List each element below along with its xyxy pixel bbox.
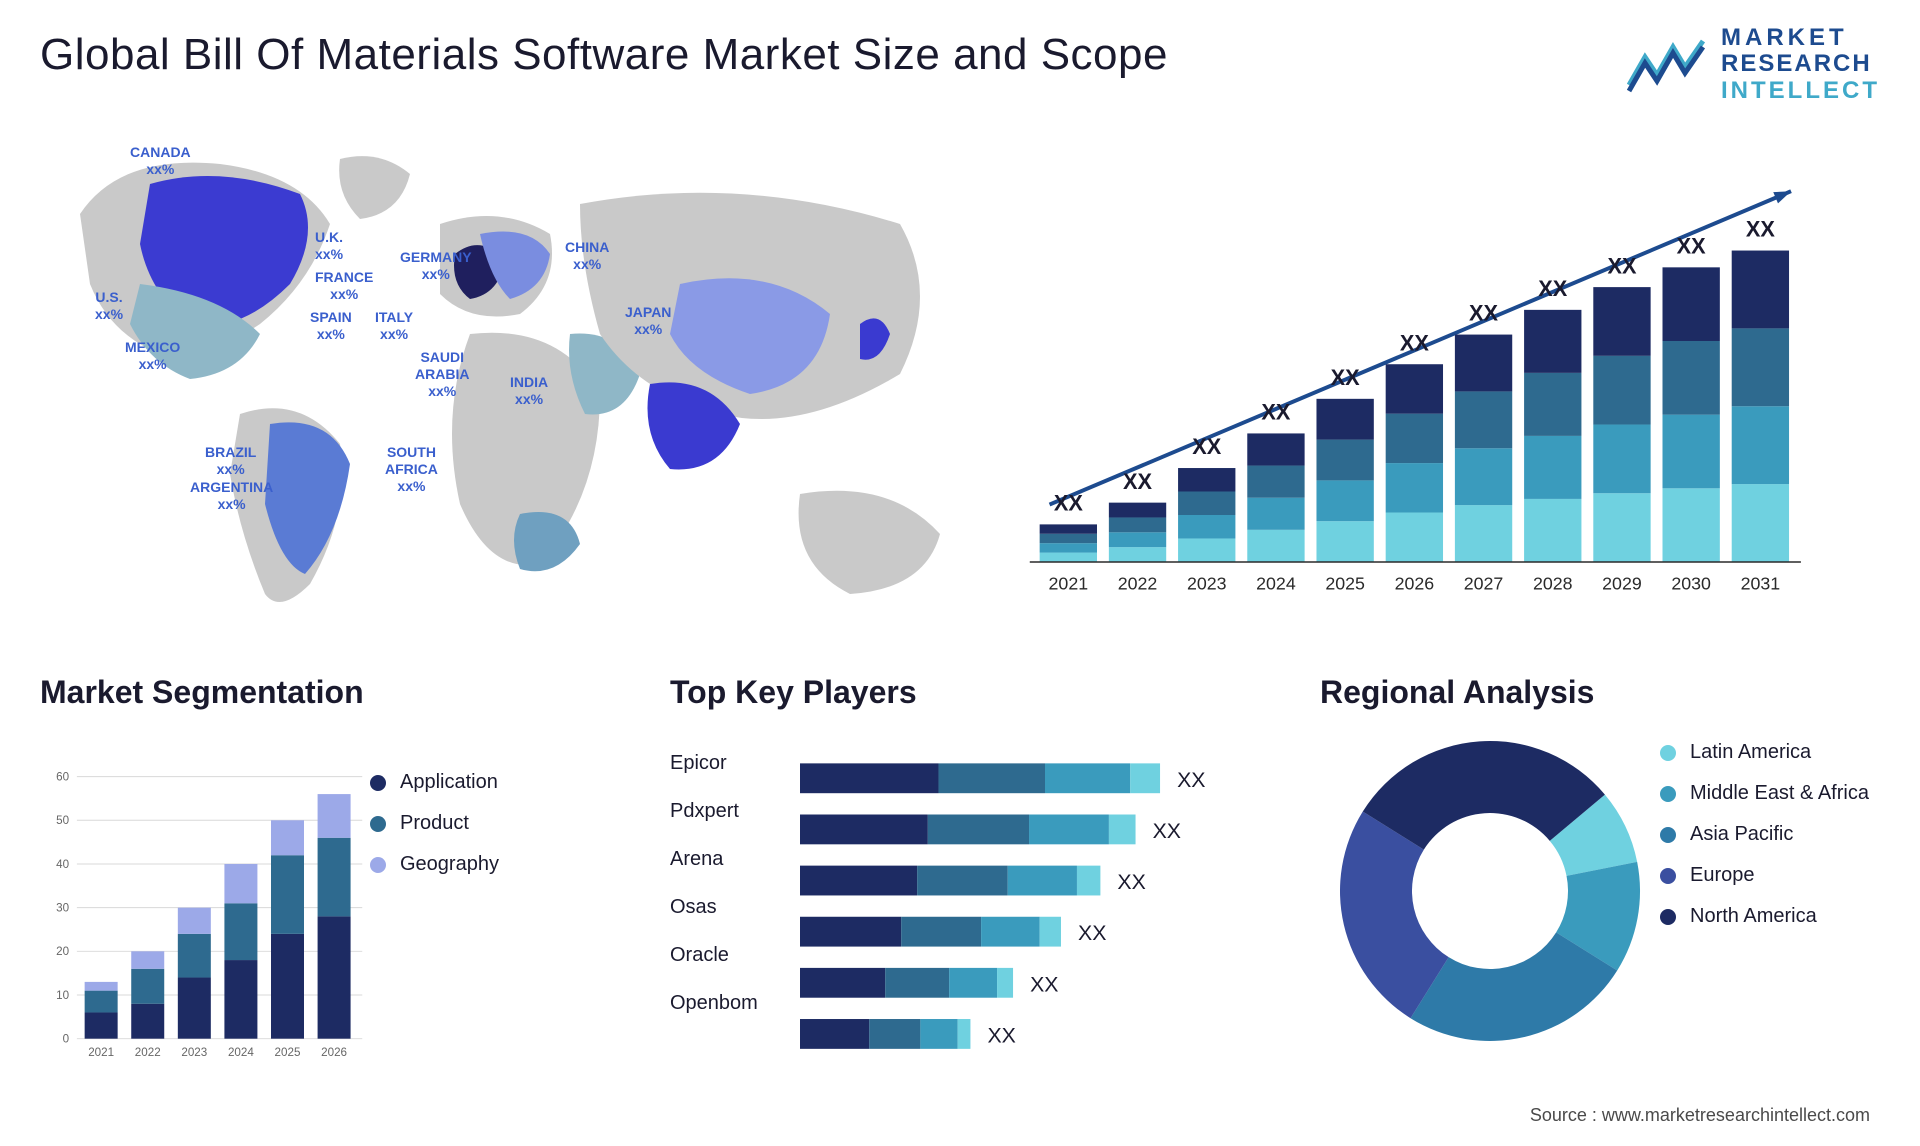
player-oracle: Oracle: [670, 931, 800, 979]
svg-text:2031: 2031: [1741, 574, 1781, 594]
svg-text:XX: XX: [1192, 434, 1222, 459]
player-epicor: Epicor: [670, 739, 800, 787]
logo-line2: RESEARCH: [1721, 51, 1880, 77]
svg-text:2023: 2023: [1187, 574, 1227, 594]
svg-text:XX: XX: [1400, 331, 1430, 356]
seg-legend-application: Application: [370, 771, 640, 794]
map-label-france: FRANCExx%: [315, 269, 373, 303]
svg-text:XX: XX: [1677, 234, 1707, 259]
seg-legend-geography: Geography: [370, 853, 640, 876]
svg-text:2023: 2023: [181, 1046, 207, 1059]
seg-legend-product: Product: [370, 812, 640, 835]
svg-text:10: 10: [56, 989, 69, 1002]
svg-text:60: 60: [56, 771, 69, 784]
source-attribution: Source : www.marketresearchintellect.com: [1530, 1105, 1870, 1126]
svg-text:XX: XX: [1538, 276, 1568, 301]
player-openbom: Openbom: [670, 979, 800, 1027]
logo-line1: MARKET: [1721, 25, 1880, 51]
svg-text:2027: 2027: [1464, 574, 1504, 594]
svg-text:2021: 2021: [88, 1046, 114, 1059]
map-label-germany: GERMANYxx%: [400, 249, 472, 283]
svg-text:XX: XX: [1117, 870, 1145, 894]
svg-text:2026: 2026: [1395, 574, 1435, 594]
region-legend-asia-pacific: Asia Pacific: [1660, 823, 1880, 846]
map-label-italy: ITALYxx%: [375, 309, 413, 343]
svg-text:XX: XX: [1746, 217, 1776, 242]
map-label-china: CHINAxx%: [565, 239, 609, 273]
segmentation-panel: Market Segmentation 0 10 20 30 40 50 60 2021 202…: [40, 674, 640, 1094]
players-title: Top Key Players: [670, 674, 1290, 711]
svg-text:2025: 2025: [275, 1046, 301, 1059]
svg-text:2024: 2024: [228, 1046, 254, 1059]
map-label-argentina: ARGENTINAxx%: [190, 479, 273, 513]
svg-text:XX: XX: [1177, 768, 1205, 792]
region-legend-north-america: North America: [1660, 905, 1880, 928]
world-map: CANADAxx% U.S.xx%MEXICOxx% BRAZILxx%ARGENT…: [40, 134, 980, 634]
svg-text:2025: 2025: [1325, 574, 1365, 594]
segmentation-title: Market Segmentation: [40, 674, 640, 711]
segmentation-chart: 0 10 20 30 40 50 60 2021 2022 2023 2024 2025 2026: [40, 731, 370, 1094]
svg-text:50: 50: [56, 814, 69, 827]
svg-text:2029: 2029: [1602, 574, 1642, 594]
regional-title: Regional Analysis: [1320, 674, 1880, 711]
regional-legend: Latin America Middle East & Africa Asia Pa…: [1660, 731, 1880, 1094]
players-labels: EpicorPdxpertArenaOsasOracleOpenbom: [670, 731, 800, 1094]
players-chart: XX XX XX XX XX XX: [800, 731, 1290, 1094]
player-osas: Osas: [670, 883, 800, 931]
map-label-india: INDIAxx%: [510, 374, 548, 408]
map-label-saudi-arabia: SAUDIARABIAxx%: [415, 349, 469, 399]
svg-text:XX: XX: [1153, 819, 1181, 843]
players-panel: Top Key Players EpicorPdxpertArenaOsasOr…: [670, 674, 1290, 1094]
map-label-brazil: BRAZILxx%: [205, 444, 256, 478]
map-label-south-africa: SOUTHAFRICAxx%: [385, 444, 438, 494]
player-arena: Arena: [670, 835, 800, 883]
growth-chart: XX 2021 XX 2022 XX 2023 XX 2024 XX 2025 XX 2026 XX 20…: [980, 134, 1880, 634]
player-pdxpert: Pdxpert: [670, 787, 800, 835]
svg-text:2021: 2021: [1049, 574, 1089, 594]
regional-panel: Regional Analysis Latin America Middle Ea…: [1320, 674, 1880, 1094]
svg-text:2022: 2022: [135, 1046, 161, 1059]
region-legend-europe: Europe: [1660, 864, 1880, 887]
svg-text:XX: XX: [1123, 469, 1153, 494]
map-label-spain: SPAINxx%: [310, 309, 352, 343]
svg-text:2026: 2026: [321, 1046, 347, 1059]
svg-text:2028: 2028: [1533, 574, 1573, 594]
region-legend-latin-america: Latin America: [1660, 741, 1880, 764]
svg-text:XX: XX: [1261, 400, 1291, 425]
brand-logo: MARKET RESEARCH INTELLECT: [1627, 25, 1880, 104]
svg-text:0: 0: [63, 1033, 70, 1046]
map-label-japan: JAPANxx%: [625, 304, 671, 338]
svg-text:20: 20: [56, 945, 69, 958]
svg-text:XX: XX: [1078, 921, 1106, 945]
svg-text:XX: XX: [1054, 491, 1084, 516]
svg-text:XX: XX: [1030, 972, 1058, 996]
svg-text:XX: XX: [1469, 301, 1499, 326]
page-title: Global Bill Of Materials Software Market…: [40, 30, 1168, 80]
map-label-canada: CANADAxx%: [130, 144, 191, 178]
svg-text:40: 40: [56, 858, 69, 871]
segmentation-legend: Application Product Geography: [370, 731, 640, 1094]
map-label-u-s-: U.S.xx%: [95, 289, 123, 323]
regional-donut: [1330, 731, 1650, 1051]
svg-text:2024: 2024: [1256, 574, 1296, 594]
svg-text:2022: 2022: [1118, 574, 1158, 594]
svg-text:2030: 2030: [1671, 574, 1711, 594]
logo-line3: INTELLECT: [1721, 78, 1880, 104]
map-label-mexico: MEXICOxx%: [125, 339, 180, 373]
svg-text:XX: XX: [987, 1024, 1015, 1048]
svg-text:30: 30: [56, 902, 69, 915]
svg-text:XX: XX: [1607, 253, 1637, 278]
svg-text:XX: XX: [1331, 365, 1361, 390]
region-legend-middle-east-africa: Middle East & Africa: [1660, 782, 1880, 805]
map-label-u-k-: U.K.xx%: [315, 229, 343, 263]
